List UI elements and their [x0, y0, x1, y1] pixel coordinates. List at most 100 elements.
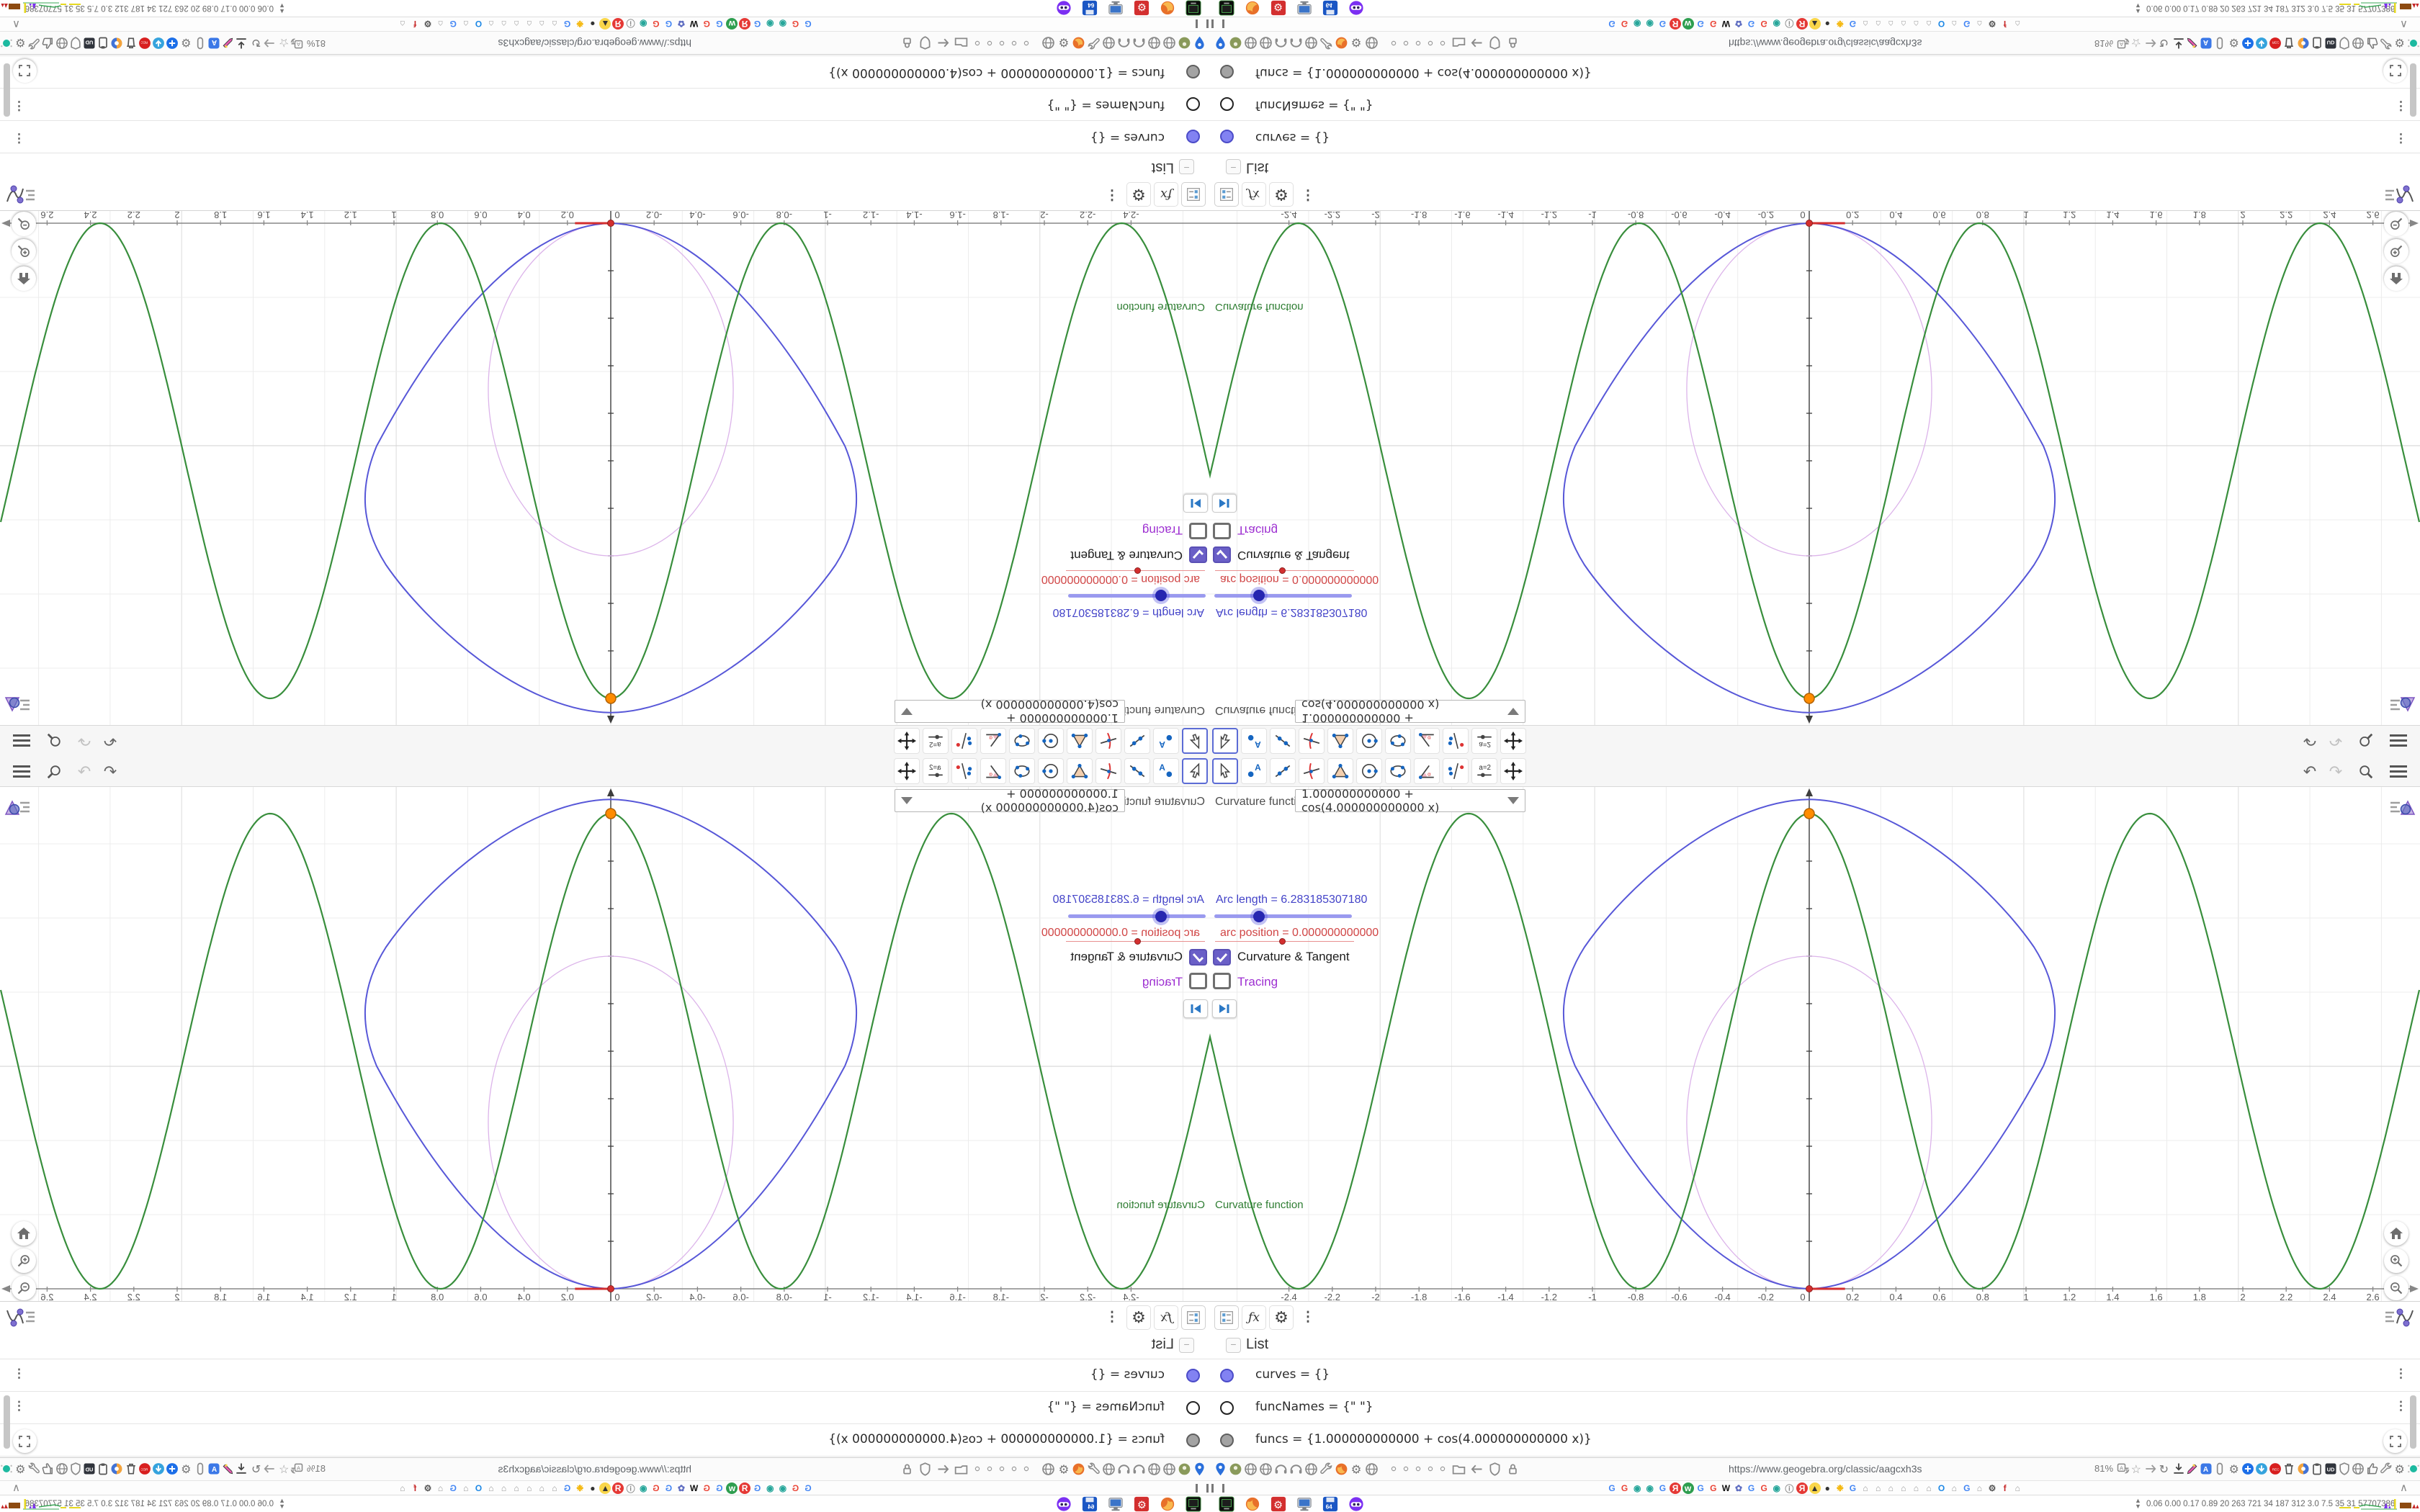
record-icon[interactable]: REC [2268, 36, 2282, 50]
visibility-dot-funcNames[interactable] [1220, 1401, 1234, 1415]
wikipedia-tab-favicon[interactable]: W [1721, 1483, 1731, 1493]
tool-perpendicular-button[interactable] [1095, 758, 1121, 784]
taskbar-app-floppy-64-icon[interactable]: 64 [1322, 1496, 1338, 1512]
default-tab-favicon[interactable]: ⌂ [1863, 1483, 1868, 1493]
wrench-icon[interactable] [1086, 1462, 1101, 1477]
algebra-tree-button[interactable] [1214, 182, 1239, 207]
tool-ellipse-button[interactable] [1385, 758, 1411, 784]
arc-position-slider-knob[interactable] [1134, 567, 1141, 574]
default-tab-favicon[interactable]: ⌂ [501, 1483, 507, 1493]
url-text[interactable]: https://www.geogebra.org/classic/aagcxh3… [1729, 37, 1922, 49]
play-pause-button[interactable] [1212, 999, 1237, 1018]
zoom-in-button[interactable] [2384, 239, 2408, 264]
star-icon[interactable]: ☆ [2130, 36, 2144, 50]
algebra-row-curves[interactable]: curves = {} ⋮ [0, 1359, 1210, 1392]
f-tab-favicon[interactable]: f [413, 1483, 417, 1493]
location-pin-icon[interactable] [1192, 1462, 1207, 1477]
reload-icon[interactable]: ↻ [2158, 1462, 2172, 1476]
flower-tab-favicon[interactable]: ✿ [677, 1483, 686, 1493]
geogebra-stylebar-icon[interactable] [3, 693, 32, 715]
olive-extension-icon[interactable] [1228, 35, 1243, 50]
tool-ellipse-button[interactable] [1009, 728, 1035, 754]
translate-icon[interactable]: A [2116, 36, 2130, 50]
folder-icon[interactable] [954, 1462, 969, 1477]
google-tab-favicon[interactable]: G [563, 1483, 571, 1493]
thumbs-up-icon[interactable] [2365, 1462, 2380, 1476]
download-icon[interactable] [234, 36, 248, 50]
default-tab-favicon[interactable]: ⌂ [1901, 19, 1906, 29]
star-icon[interactable]: ☆ [276, 36, 290, 50]
image-tab-favicon[interactable]: ▲ [1809, 18, 1821, 30]
visibility-dot-funcs[interactable] [1220, 1434, 1234, 1447]
google-tab-favicon[interactable]: G [792, 19, 799, 29]
algebra-scrollbar[interactable] [4, 63, 10, 117]
globe-icon[interactable] [2351, 36, 2365, 50]
image-tab-favicon[interactable]: ▲ [599, 18, 611, 30]
thumbs-up-icon[interactable] [40, 36, 55, 50]
wrench-icon[interactable] [2379, 36, 2393, 50]
teal-tab-favicon[interactable]: ◉ [1646, 1483, 1654, 1493]
gear-tab-favicon[interactable]: ⚙ [424, 1483, 432, 1493]
visibility-dot-funcs[interactable] [1220, 65, 1234, 78]
zoom-in-button[interactable] [2384, 1248, 2408, 1273]
algebra-row-curves[interactable]: curves = {} ⋮ [1210, 1359, 2420, 1392]
default-tab-favicon[interactable]: ⌂ [1926, 19, 1932, 29]
google-tab-favicon[interactable]: G [805, 19, 812, 29]
reload-icon[interactable]: ↻ [2158, 36, 2172, 50]
globe-icon[interactable] [1101, 35, 1116, 50]
trash-icon[interactable] [124, 1462, 138, 1476]
f-tab-favicon[interactable]: f [2003, 1483, 2007, 1493]
google-tab-favicon[interactable]: G [805, 1483, 812, 1493]
highlighter-icon[interactable] [2185, 36, 2200, 50]
ud-badge-icon[interactable]: UD [2323, 1462, 2338, 1476]
taskbar-app-monitor-icon[interactable] [1296, 1496, 1312, 1512]
yandex-tab-favicon[interactable]: Я [1670, 18, 1681, 30]
teal-tab-favicon[interactable]: ◉ [766, 19, 774, 29]
gear-icon[interactable]: ⚙ [13, 36, 27, 50]
dot-icon[interactable] [1009, 38, 1019, 48]
tool-move-button[interactable] [1182, 758, 1208, 784]
default-tab-favicon[interactable]: ⌂ [488, 19, 494, 29]
globe-icon[interactable] [1364, 1462, 1379, 1477]
default-tab-favicon[interactable]: ⌂ [1976, 1483, 1983, 1493]
algebra-row-funcNames[interactable]: funcNames = {" "} ⋮ [1210, 1392, 2420, 1424]
dark-tab-favicon[interactable]: ● [590, 19, 596, 29]
image-tab-favicon[interactable]: ▲ [1809, 1482, 1821, 1494]
more-options-button[interactable]: ⋮ [1101, 184, 1124, 207]
star-icon[interactable]: ☆ [2130, 1462, 2144, 1476]
tool-reflect-button[interactable] [951, 728, 977, 754]
thumbs-up-icon[interactable] [2365, 36, 2380, 50]
headset-icon[interactable] [1273, 1462, 1289, 1477]
row-kebab-menu-icon[interactable]: ⋮ [2395, 1399, 2407, 1413]
tool-line-button[interactable] [1270, 758, 1296, 784]
star-icon[interactable]: ☆ [276, 1462, 290, 1476]
undo-button[interactable]: ↶ [99, 762, 121, 782]
gear-icon[interactable]: ⚙ [1349, 1462, 1364, 1477]
function-tools-button[interactable]: ƒx [1154, 1305, 1178, 1330]
graphics-view[interactable]: -2.4 -2.2 -2 -1.8 -1.6 -1.4 -1.2 -1 -0.8 -0.6 -0.4… [0, 787, 1210, 1302]
google-tab-favicon[interactable]: G [753, 19, 761, 29]
default-tab-favicon[interactable]: ⌂ [526, 1483, 532, 1493]
dot-icon[interactable] [1389, 1464, 1399, 1474]
taskbar-app-robot-icon[interactable] [1348, 1496, 1364, 1512]
location-pin-icon[interactable] [1213, 1462, 1228, 1477]
collapse-list-button[interactable]: − [1179, 159, 1194, 174]
tool-move-view-button[interactable] [894, 758, 920, 784]
globe-icon[interactable] [1162, 35, 1177, 50]
zoom-out-button[interactable] [12, 212, 36, 236]
down-circle-icon[interactable] [2254, 36, 2269, 50]
location-pin-icon[interactable] [1192, 35, 1207, 50]
info-tab-favicon[interactable]: ⓘ [1785, 1483, 1794, 1494]
curvature-tangent-checkbox[interactable] [1189, 546, 1207, 563]
google-tab-favicon[interactable]: G [703, 1483, 710, 1493]
translate-blue-icon[interactable]: A [207, 1462, 221, 1476]
overflow-caret-icon[interactable]: ∧ [12, 18, 20, 30]
default-tab-favicon[interactable]: ⌂ [1913, 1483, 1919, 1493]
algebra-tree-button[interactable] [1181, 182, 1206, 207]
google-tab-favicon[interactable]: G [1710, 19, 1717, 29]
dot-icon[interactable] [972, 38, 982, 48]
collapse-list-button[interactable]: − [1179, 1338, 1194, 1353]
circle-tab-favicon[interactable]: O [475, 1483, 483, 1493]
curvature-tangent-checkbox[interactable] [1213, 546, 1231, 563]
wikipedia-tab-favicon[interactable]: W [689, 19, 699, 29]
